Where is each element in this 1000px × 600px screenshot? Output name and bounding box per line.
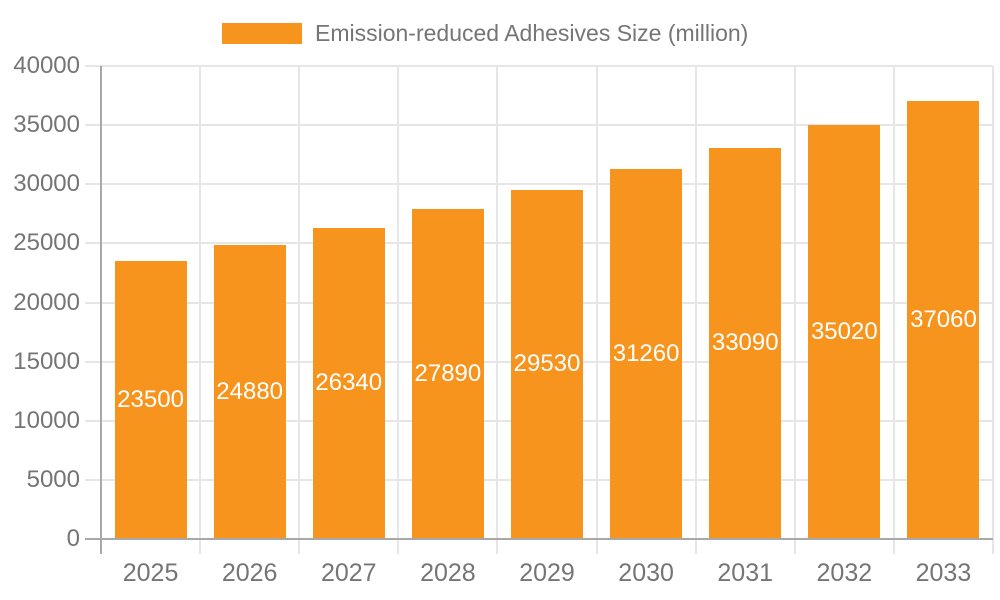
bar-2032[interactable]: 35020 xyxy=(808,124,881,539)
bar-2026[interactable]: 24880 xyxy=(213,244,286,539)
v-gridline xyxy=(496,66,499,554)
bar-value-label: 29530 xyxy=(513,350,581,378)
bar-value-label: 33090 xyxy=(711,329,779,357)
legend-label: Emission-reduced Adhesives Size (million… xyxy=(315,20,749,46)
v-gridline xyxy=(793,66,796,554)
x-tick-label: 2028 xyxy=(420,559,476,587)
bar-2033[interactable]: 37060 xyxy=(907,100,980,539)
bar-value-label: 23500 xyxy=(117,386,184,414)
v-gridline xyxy=(992,66,994,554)
x-tick-label: 2027 xyxy=(320,559,377,587)
y-tick-label: 10000 xyxy=(13,406,80,434)
x-tick-label: 2030 xyxy=(618,559,674,587)
x-tick-label: 2031 xyxy=(717,559,774,587)
bar-value-label: 35020 xyxy=(810,317,878,345)
x-tick-label: 2026 xyxy=(221,559,278,587)
y-tick-label: 35000 xyxy=(13,111,80,139)
v-gridline xyxy=(595,66,598,554)
bar-value-label: 31260 xyxy=(612,340,680,368)
y-tick-label: 15000 xyxy=(13,347,80,375)
y-tick-label: 5000 xyxy=(26,465,80,493)
y-tick-label: 25000 xyxy=(13,229,80,257)
bar-2025[interactable]: 23500 xyxy=(114,261,187,539)
x-tick-label: 2032 xyxy=(816,559,873,587)
h-gridline xyxy=(85,183,993,186)
y-tick-label: 40000 xyxy=(13,52,80,79)
y-tick-label: 20000 xyxy=(13,288,80,316)
legend[interactable]: Emission-reduced Adhesives Size (million… xyxy=(222,20,748,46)
y-axis-line xyxy=(100,66,102,554)
bar-value-label: 26340 xyxy=(315,369,383,397)
y-tick-label: 30000 xyxy=(13,170,80,198)
bar-2027[interactable]: 26340 xyxy=(312,227,385,539)
y-tick-label: 0 xyxy=(66,525,80,552)
bar-value-label: 37060 xyxy=(910,305,977,333)
h-gridline xyxy=(85,65,993,67)
v-gridline xyxy=(298,66,301,554)
bar-value-label: 24880 xyxy=(216,377,284,405)
x-tick-label: 2033 xyxy=(915,559,972,587)
bar-value-label: 27890 xyxy=(414,360,482,388)
v-gridline xyxy=(397,66,400,554)
v-gridline xyxy=(199,66,202,554)
bar-2030[interactable]: 31260 xyxy=(610,169,683,539)
x-tick-label: 2025 xyxy=(122,559,179,587)
legend-swatch-icon xyxy=(222,22,302,44)
h-gridline xyxy=(85,124,993,127)
v-gridline xyxy=(694,66,697,554)
bar-2028[interactable]: 27890 xyxy=(411,209,484,539)
x-tick-label: 2029 xyxy=(519,559,575,587)
bar-2031[interactable]: 33090 xyxy=(709,147,782,539)
x-axis-line xyxy=(85,538,993,540)
bar-2029[interactable]: 29530 xyxy=(511,189,583,539)
v-gridline xyxy=(892,66,895,554)
